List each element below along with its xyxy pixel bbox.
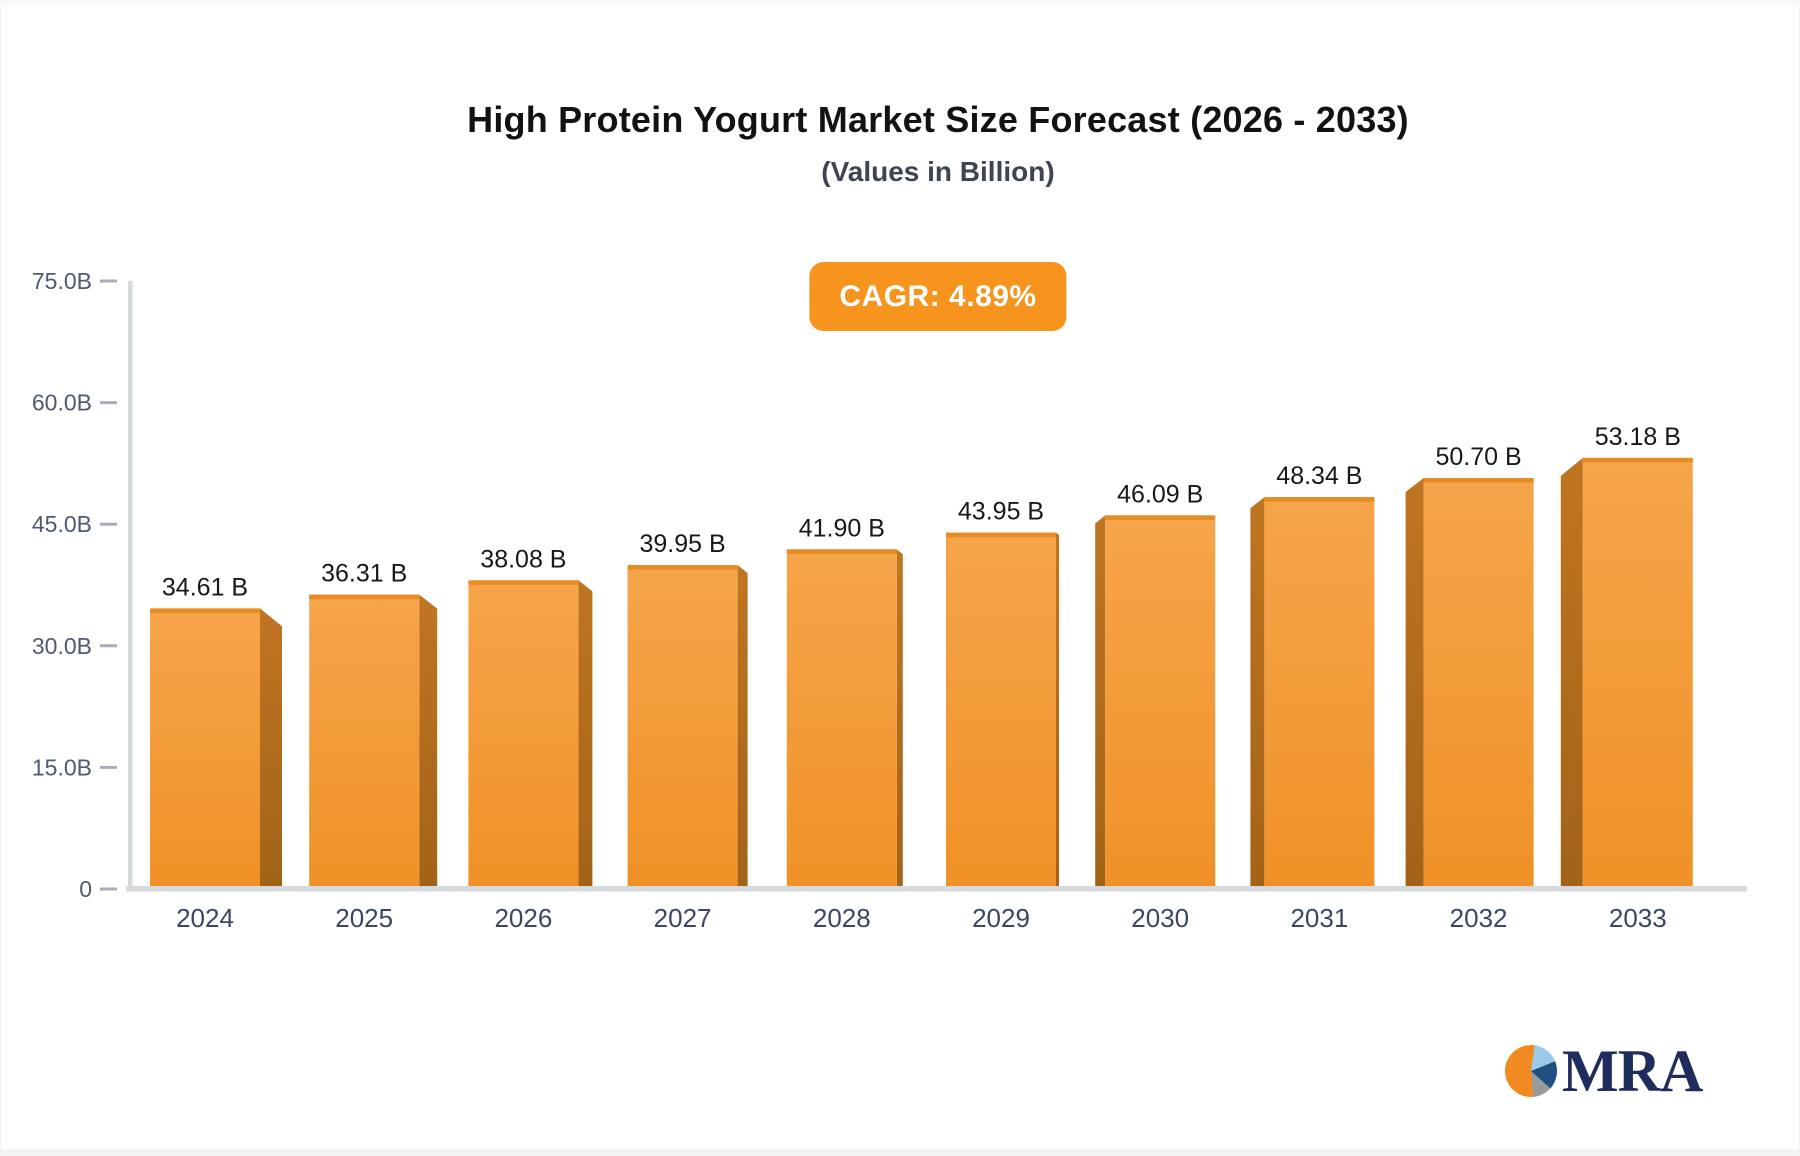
- x-axis-label: 2027: [654, 903, 712, 933]
- bar-2026: 38.08 B 2026: [468, 545, 593, 933]
- bar-value-label: 41.90 B: [799, 514, 885, 542]
- x-axis-label: 2030: [1131, 903, 1189, 933]
- bar-value-label: 39.95 B: [640, 530, 726, 558]
- bar-top-edge: [786, 549, 897, 554]
- x-axis-label: 2026: [494, 903, 552, 933]
- y-axis-tick-label: 45.0B: [32, 511, 92, 537]
- bar-top-edge: [1105, 515, 1216, 520]
- bar-value-label: 34.61 B: [162, 573, 248, 601]
- x-axis-label: 2031: [1290, 903, 1348, 933]
- mra-logo: MRA: [1505, 1038, 1703, 1104]
- bar-side-face: [419, 594, 438, 889]
- bar-front-face: [627, 565, 738, 889]
- bar-side-face: [1405, 477, 1424, 889]
- bar-side-face: [1560, 457, 1583, 889]
- bar-top-edge: [1582, 457, 1693, 463]
- bar-front-face: [1582, 457, 1693, 889]
- bar-value-label: 38.08 B: [480, 545, 566, 573]
- bar-front-face: [150, 608, 260, 889]
- bar-top-edge: [946, 532, 1056, 538]
- bar-top-edge: [468, 580, 579, 585]
- bar-side-face: [896, 549, 903, 889]
- bar-top-edge: [309, 594, 420, 600]
- y-axis-tick-label: 60.0B: [32, 390, 92, 416]
- bar-value-label: 43.95 B: [958, 498, 1044, 526]
- bar-side-face: [578, 580, 593, 889]
- x-axis-label: 2024: [176, 903, 234, 933]
- bar-top-edge: [150, 608, 260, 613]
- x-axis-label: 2025: [335, 903, 393, 933]
- bar-side-face: [737, 565, 748, 889]
- page-top-edge: [0, 0, 1800, 5]
- y-axis-tick-label: 0: [79, 876, 92, 902]
- bar-front-face: [946, 532, 1056, 889]
- bar-2028: 41.90 B 2028: [786, 514, 903, 933]
- chart-title: High Protein Yogurt Market Size Forecast…: [467, 99, 1409, 140]
- x-axis-label: 2032: [1450, 903, 1508, 933]
- x-axis-label: 2029: [972, 903, 1030, 933]
- pie-chart-logo-icon: [1505, 1045, 1557, 1097]
- bar-front-face: [309, 594, 420, 889]
- cagr-badge: CAGR: 4.89%: [809, 262, 1067, 331]
- bar-front-face: [1423, 477, 1534, 889]
- chart-header: High Protein Yogurt Market Size Forecast…: [467, 98, 1409, 188]
- bar-2030: 46.09 B 2030: [1095, 480, 1216, 933]
- bar-2029: 43.95 B 2029: [946, 498, 1059, 933]
- bar-top-edge: [1264, 497, 1375, 502]
- y-axis-tick-label: 30.0B: [32, 633, 92, 659]
- bar-value-label: 46.09 B: [1117, 480, 1203, 508]
- bar-value-label: 53.18 B: [1595, 423, 1681, 451]
- bar-2032: 50.70 B 2032: [1405, 443, 1534, 933]
- bar-top-edge: [627, 565, 738, 570]
- bar-side-face: [1250, 497, 1265, 889]
- page-bottom-edge: [0, 1149, 1800, 1156]
- bar-side-face: [1056, 532, 1059, 889]
- bar-value-label: 48.34 B: [1276, 462, 1362, 490]
- bar-front-face: [1105, 515, 1216, 889]
- y-axis-line: [128, 281, 133, 889]
- bar-2027: 39.95 B 2027: [627, 530, 748, 933]
- x-axis-label: 2028: [813, 903, 871, 933]
- y-axis-tick-label: 75.0B: [32, 268, 92, 294]
- bar-side-face: [260, 608, 282, 889]
- bar-2025: 36.31 B 2025: [309, 560, 438, 933]
- bar-front-face: [1264, 497, 1375, 889]
- mra-logo-text: MRA: [1562, 1038, 1703, 1104]
- x-axis-label: 2033: [1609, 903, 1667, 933]
- bar-front-face: [468, 580, 579, 889]
- bar-value-label: 36.31 B: [321, 560, 407, 588]
- bar-2031: 48.34 B 2031: [1250, 462, 1375, 933]
- bar-value-label: 50.70 B: [1436, 443, 1522, 471]
- bar-2024: 34.61 B 2024: [150, 573, 282, 933]
- bar-2033: 53.18 B 2033: [1560, 423, 1693, 933]
- chart-subtitle: (Values in Billion): [821, 156, 1055, 188]
- bar-front-face: [786, 549, 897, 889]
- y-axis-tick-label: 15.0B: [32, 754, 92, 780]
- bar-top-edge: [1423, 477, 1534, 483]
- x-axis-line: [126, 886, 1747, 892]
- bar-side-face: [1095, 515, 1106, 889]
